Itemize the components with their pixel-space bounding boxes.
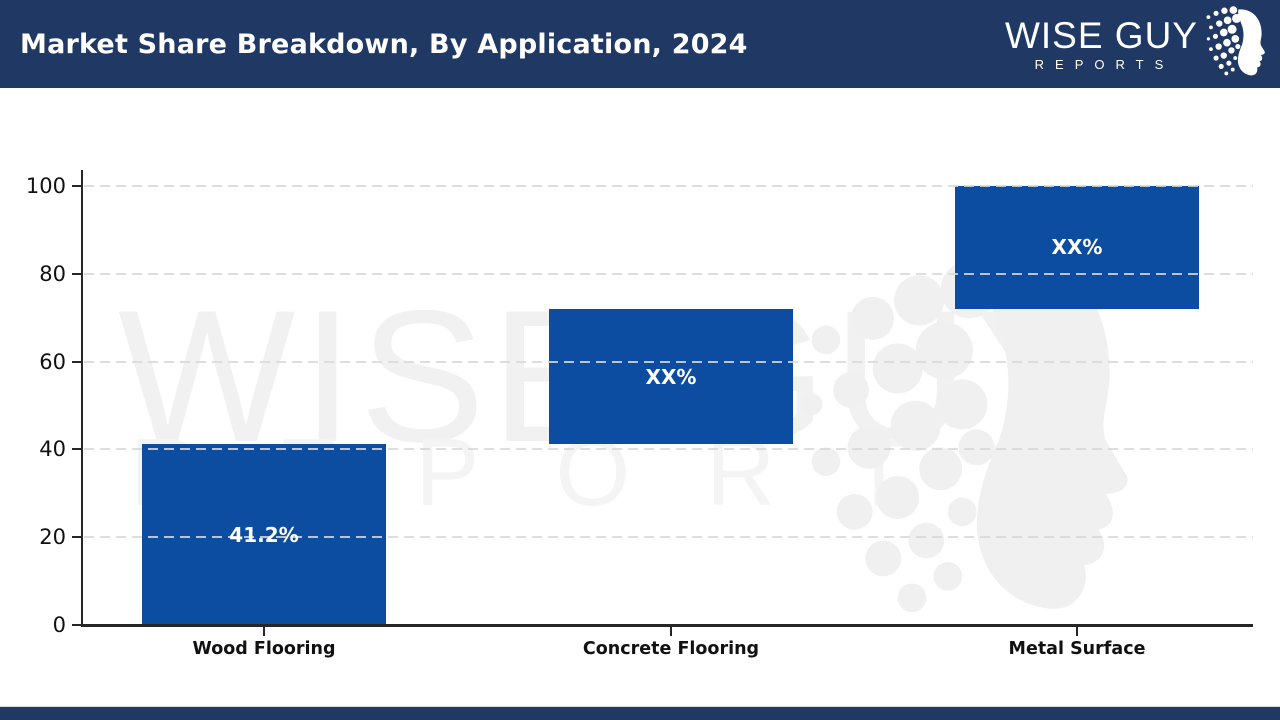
y-axis-line (81, 170, 83, 626)
x-axis-line (81, 624, 1253, 627)
y-tick-mark (72, 185, 81, 187)
x-tick-mark (670, 627, 672, 636)
category-label: Concrete Flooring (582, 639, 760, 659)
category-label: Wood Flooring (192, 639, 336, 659)
bar-segment (549, 308, 793, 445)
y-tick-label: 0 (52, 613, 66, 637)
brand-name: WISE GUY (1004, 15, 1198, 56)
y-tick-mark (72, 624, 81, 626)
footer-bar (0, 706, 1280, 720)
brand-logo: WISE GUY REPORTS (1005, 4, 1266, 84)
y-tick-label: 80 (39, 261, 66, 286)
app-header: Market Share Breakdown, By Application, … (0, 0, 1280, 88)
gridline (84, 360, 1253, 363)
bar-value-label: XX% (1051, 235, 1103, 260)
brand-subtitle: REPORTS (1034, 57, 1175, 72)
y-tick-label: 20 (39, 525, 66, 550)
y-tick-label: 60 (39, 349, 66, 374)
category-label: Metal Surface (1008, 639, 1146, 659)
y-tick-mark (72, 272, 81, 275)
y-tick-mark (72, 360, 81, 363)
y-tick-mark (72, 448, 81, 451)
bar-segment (142, 444, 386, 625)
x-tick-mark (263, 627, 265, 636)
y-tick-label: 100 (25, 174, 66, 198)
gridline (84, 536, 1253, 539)
bar-value-label: 41.2% (229, 522, 299, 547)
bar-value-label: XX% (645, 364, 697, 389)
y-tick-label: 40 (39, 437, 66, 462)
gridline (84, 185, 1253, 187)
page-title: Market Share Breakdown, By Application, … (20, 28, 748, 60)
y-tick-mark (72, 536, 81, 539)
gridline (84, 272, 1253, 275)
gridline (84, 448, 1253, 451)
brand-logo-text: WISE GUY REPORTS (1005, 17, 1198, 71)
x-tick-mark (1076, 627, 1078, 636)
wise-guy-face-icon (1206, 6, 1265, 76)
